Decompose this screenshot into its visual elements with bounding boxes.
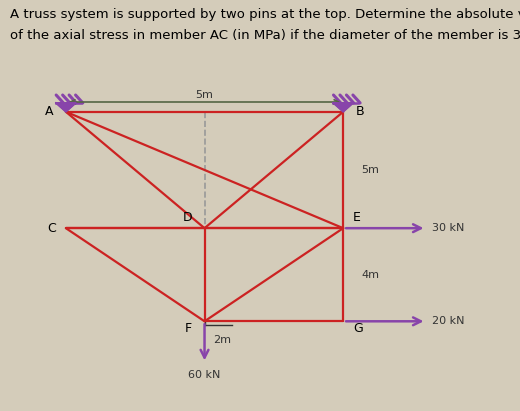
Text: B: B [355,105,364,118]
Text: 30 kN: 30 kN [432,223,464,233]
Text: D: D [183,211,192,224]
Text: 2m: 2m [213,335,231,345]
Text: of the axial stress in member AC (in MPa) if the diameter of the member is 30 mm: of the axial stress in member AC (in MPa… [10,29,520,42]
Text: G: G [353,323,363,335]
Polygon shape [333,103,353,112]
Text: 20 kN: 20 kN [432,316,464,326]
Text: A: A [45,105,54,118]
Text: A truss system is supported by two pins at the top. Determine the absolute value: A truss system is supported by two pins … [10,8,520,21]
Text: E: E [353,211,361,224]
Text: 5m: 5m [361,165,379,175]
Polygon shape [56,103,76,112]
Text: 60 kN: 60 kN [188,370,220,380]
Text: F: F [185,323,192,335]
Text: 5m: 5m [196,90,214,100]
Text: C: C [47,222,56,235]
Text: 4m: 4m [361,270,379,280]
